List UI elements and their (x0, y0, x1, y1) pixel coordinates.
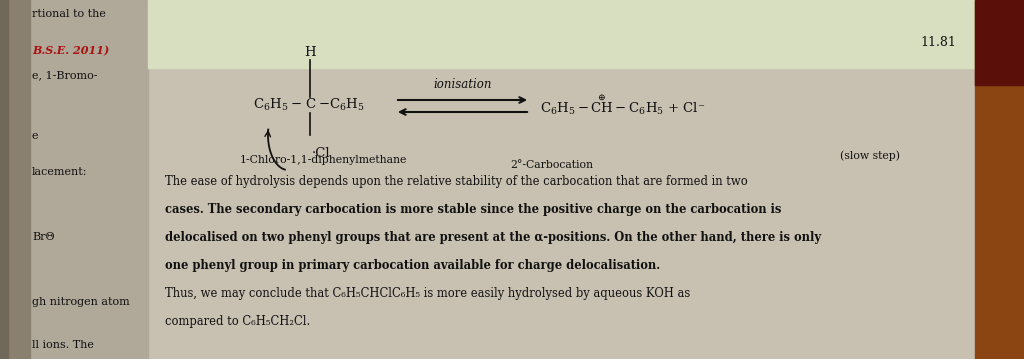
Text: compared to C₆H₅CH₂Cl.: compared to C₆H₅CH₂Cl. (165, 315, 310, 328)
Text: 2°-Carbocation: 2°-Carbocation (510, 160, 593, 170)
Text: e: e (32, 131, 39, 141)
Text: BrΘ: BrΘ (32, 232, 54, 242)
Text: gh nitrogen atom: gh nitrogen atom (32, 297, 130, 307)
Text: lacement:: lacement: (32, 167, 87, 177)
Text: B.S.E. 2011): B.S.E. 2011) (32, 45, 110, 56)
Bar (148, 0, 975, 68)
Text: The ease of hydrolysis depends upon the relative stability of the carbocation th: The ease of hydrolysis depends upon the … (165, 175, 748, 188)
Bar (0, 0, 8, 359)
Text: 1-Chloro-1,1-diphenylmethane: 1-Chloro-1,1-diphenylmethane (240, 155, 408, 165)
Text: ·Cl: ·Cl (312, 147, 331, 160)
Bar (975, 0, 1024, 359)
Text: rtional to the: rtional to the (32, 9, 105, 19)
Text: 11.81: 11.81 (920, 36, 955, 48)
Text: $\mathregular{-C_6H_5}$: $\mathregular{-C_6H_5}$ (318, 97, 365, 113)
Text: ll ions. The: ll ions. The (32, 340, 94, 350)
Text: $\mathregular{C_6H_5-}$: $\mathregular{C_6H_5-}$ (253, 97, 302, 113)
Text: C: C (305, 98, 315, 112)
Bar (975, 0, 1024, 85)
Bar (0, 0, 148, 359)
Text: $\mathregular{C_6H_5-\overset{\oplus}{CH}-C_6H_5}$ + Cl⁻: $\mathregular{C_6H_5-\overset{\oplus}{CH… (540, 93, 706, 117)
Text: ionisation: ionisation (433, 79, 492, 92)
Text: H: H (304, 47, 315, 60)
Text: one phenyl group in primary carbocation available for charge delocalisation.: one phenyl group in primary carbocation … (165, 259, 660, 272)
Text: cases. The secondary carbocation is more stable since the positive charge on the: cases. The secondary carbocation is more… (165, 203, 781, 216)
Text: delocalised on two phenyl groups that are present at the α-positions. On the oth: delocalised on two phenyl groups that ar… (165, 231, 821, 244)
Text: (slow step): (slow step) (840, 150, 900, 160)
Bar (0, 0, 30, 359)
Text: e, 1-Bromo-: e, 1-Bromo- (32, 70, 97, 80)
Text: Thus, we may conclude that C₆H₅CHClC₆H₅ is more easily hydrolysed by aqueous KOH: Thus, we may conclude that C₆H₅CHClC₆H₅ … (165, 287, 690, 300)
